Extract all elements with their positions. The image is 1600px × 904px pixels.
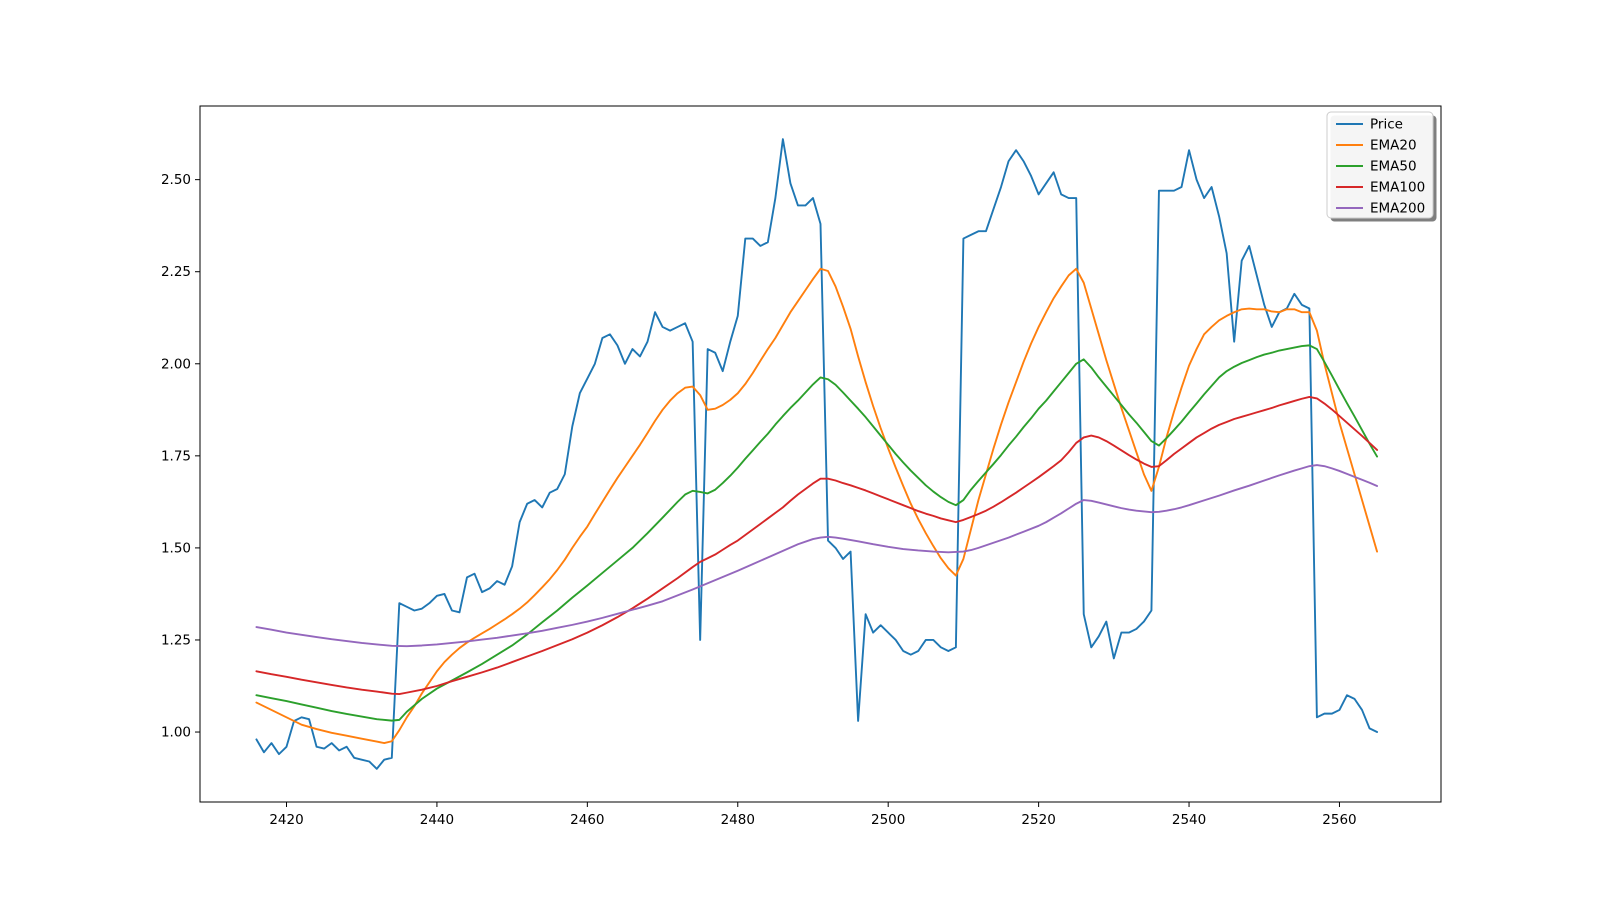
x-tick-label: 2540 — [1172, 812, 1206, 828]
legend-label-ema100: EMA100 — [1370, 180, 1425, 196]
y-tick-label: 2.00 — [161, 356, 191, 372]
ema100-line — [255, 395, 1379, 696]
plot-area — [199, 105, 1442, 803]
legend-label-ema20: EMA20 — [1370, 138, 1417, 154]
y-axis: 1.00 1.25 1.50 1.75 2.00 2.25 2.50 — [161, 172, 200, 741]
x-tick-label: 2460 — [570, 812, 604, 828]
y-tick-label: 2.50 — [161, 172, 191, 188]
legend-label-ema200: EMA200 — [1370, 201, 1425, 217]
legend-label-ema50: EMA50 — [1370, 159, 1417, 175]
x-tick-label: 2420 — [269, 812, 303, 828]
x-tick-label: 2500 — [871, 812, 905, 828]
y-tick-label: 1.25 — [161, 632, 191, 648]
x-tick-label: 2560 — [1322, 812, 1356, 828]
legend-frame — [1326, 111, 1434, 219]
series-lines — [255, 138, 1379, 770]
x-tick-label: 2520 — [1021, 812, 1055, 828]
y-tick-label: 1.00 — [161, 725, 191, 741]
price-line — [255, 138, 1379, 770]
x-tick-label: 2440 — [420, 812, 454, 828]
y-tick-label: 2.25 — [161, 264, 191, 280]
ema50-line — [255, 344, 1379, 722]
y-tick-label: 1.75 — [161, 448, 191, 464]
legend-label-price: Price — [1370, 117, 1403, 133]
x-axis: 2420 2440 2460 2480 2500 2520 2540 2560 — [269, 802, 1357, 828]
x-tick-label: 2480 — [721, 812, 755, 828]
legend: Price EMA20 EMA50 EMA100 EMA200 — [1326, 111, 1437, 222]
ema200-line — [255, 464, 1379, 648]
y-tick-label: 1.50 — [161, 540, 191, 556]
ema20-line — [255, 267, 1379, 745]
